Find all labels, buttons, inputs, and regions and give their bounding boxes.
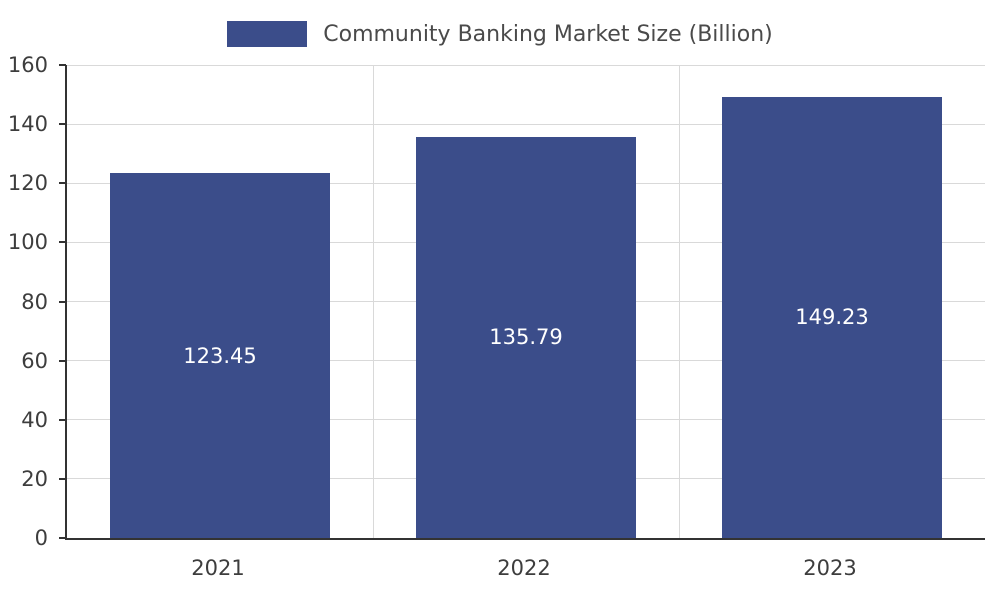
y-tick-mark: [59, 300, 66, 303]
bar-2023: 149.23: [721, 96, 943, 538]
y-tick-mark: [59, 123, 66, 126]
gridline-horizontal: [67, 64, 985, 66]
x-tick-label: 2021: [191, 556, 245, 580]
legend: Community Banking Market Size (Billion): [0, 14, 1000, 54]
y-tick-mark: [59, 182, 66, 185]
legend-swatch-icon: [227, 21, 308, 47]
bar-2021: 123.45: [109, 173, 331, 538]
bar-value-label: 135.79: [489, 325, 563, 350]
y-tick-mark: [59, 477, 66, 480]
y-tick-label: 160: [7, 53, 48, 77]
y-tick-label: 140: [7, 112, 48, 137]
y-tick-label: 0: [34, 526, 48, 550]
bar-value-label: 123.45: [183, 343, 257, 368]
y-tick-mark: [59, 241, 66, 244]
y-tick-label: 20: [21, 466, 48, 491]
y-tick-label: 100: [7, 230, 48, 255]
y-tick-mark: [59, 64, 66, 66]
legend-label: Community Banking Market Size (Billion): [323, 21, 773, 47]
bar-value-label: 149.23: [795, 305, 869, 330]
y-tick-mark: [59, 537, 66, 539]
bar-2022: 135.79: [415, 136, 637, 538]
y-tick-label: 120: [7, 171, 48, 196]
y-tick-mark: [59, 418, 66, 421]
gridline-vertical: [678, 65, 680, 538]
x-tick-label: 2022: [497, 556, 551, 580]
y-tick-label: 40: [21, 407, 48, 432]
x-axis-tick-labels: 2021 2022 2023: [65, 540, 985, 600]
y-axis-tick-labels: 0 20 40 60 80 100 120 140 160: [0, 53, 56, 550]
x-tick-label: 2023: [803, 556, 857, 580]
gridline-vertical: [372, 65, 374, 538]
y-tick-label: 80: [21, 289, 48, 314]
plot-area: 123.45 135.79 149.23: [59, 64, 985, 540]
y-tick-label: 60: [21, 348, 48, 373]
y-tick-mark: [59, 359, 66, 362]
gridline-horizontal: [67, 123, 985, 125]
